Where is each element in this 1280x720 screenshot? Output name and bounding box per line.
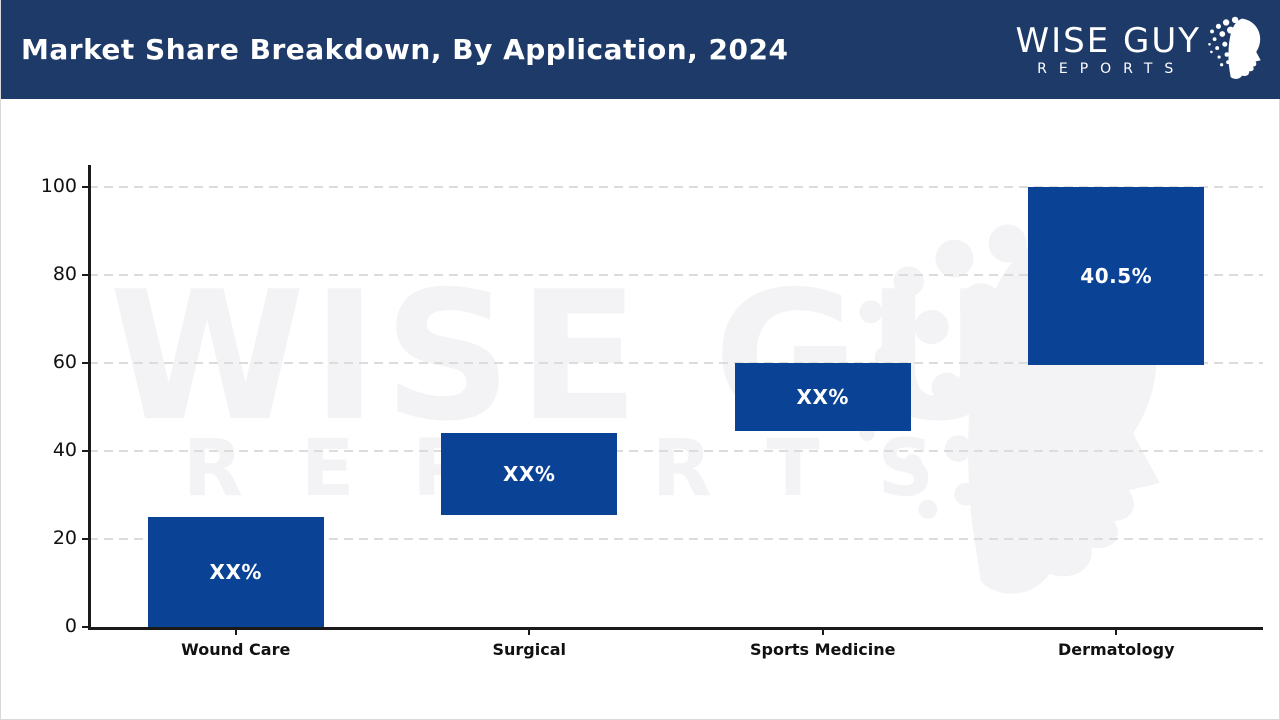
bar-value-label: XX% [796,385,849,410]
x-category-label: Dermatology [1058,640,1175,659]
brand-wordmark: WISE GUY REPORTS [1015,24,1201,76]
gridline-60 [89,362,1263,364]
y-tick-label: 60 [52,351,77,373]
gridline-40 [89,450,1263,452]
y-tick-mark [82,362,89,364]
y-tick-mark [82,450,89,452]
page-title: Market Share Breakdown, By Application, … [21,33,789,66]
bar-segment-1: XX% [147,517,324,627]
gridline-100 [89,186,1263,188]
brand-face-icon [1208,16,1261,79]
y-axis-line [88,165,91,629]
x-tick-mark [1115,629,1118,635]
brand-name: WISE GUY [1015,20,1201,61]
x-tick-mark [528,629,531,635]
y-tick-label: 80 [52,263,77,285]
y-tick-label: 40 [52,439,77,461]
bar-value-label: XX% [209,560,262,584]
gridline-20 [89,538,1263,540]
y-tick-mark [82,538,89,540]
bar-segment-2: XX% [441,433,618,515]
y-tick-mark [82,274,89,276]
brand-subname: REPORTS [1037,60,1186,77]
y-tick-mark [82,626,89,628]
x-tick-mark [234,629,237,635]
y-tick-mark [82,186,89,188]
header-bar: Market Share Breakdown, By Application, … [1,0,1280,99]
y-tick-label: 20 [52,527,77,549]
y-tick-label: 100 [40,175,77,197]
bar-value-label: 40.5% [1080,264,1153,289]
x-category-label: Sports Medicine [749,640,896,659]
bar-value-label: XX% [503,462,556,487]
brand-logo: WISE GUY REPORTS [1015,12,1280,88]
y-tick-label: 0 [64,615,77,637]
watermark-wordmark-line1: WISE GUY [109,253,1151,460]
x-category-label: Surgical [492,640,566,659]
x-tick-mark [821,629,824,635]
x-axis-line [88,627,1263,630]
x-category-label: Wound Care [181,640,291,659]
gridline-80 [89,274,1263,276]
bar-segment-4: 40.5% [1028,187,1205,366]
bar-segment-3: XX% [734,363,911,432]
